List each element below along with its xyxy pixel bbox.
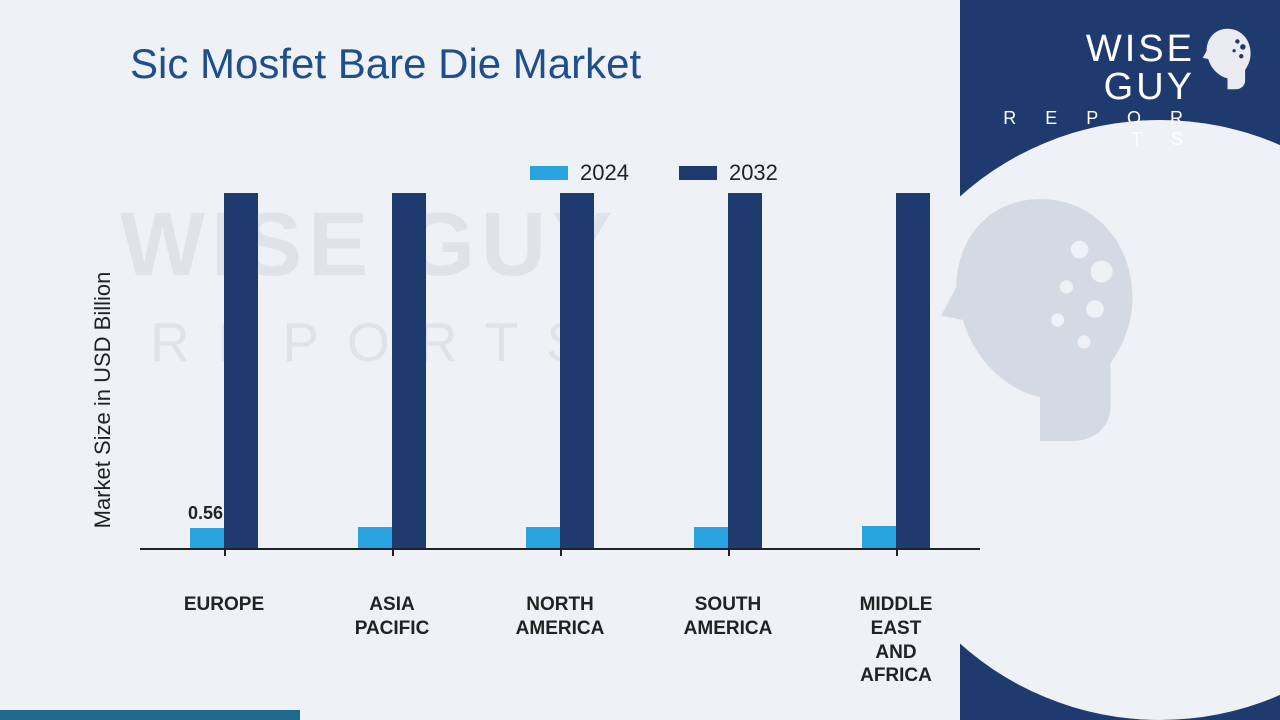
- bottom-accent-bar: [0, 710, 300, 720]
- bar-group: [140, 193, 308, 548]
- legend-item-2024: 2024: [530, 160, 629, 186]
- x-category-label: ASIAPACIFIC: [308, 593, 476, 641]
- bar-2024: [526, 527, 560, 548]
- bar-2024: [862, 526, 896, 548]
- bar-group: [476, 193, 644, 548]
- bar-2032: [560, 193, 594, 548]
- x-tick: [728, 548, 730, 556]
- bar-group: [644, 193, 812, 548]
- legend-item-2032: 2032: [679, 160, 778, 186]
- bar-2032: [392, 193, 426, 548]
- bar-2032: [728, 193, 762, 548]
- legend-label-2024: 2024: [580, 160, 629, 186]
- bar-value-label: 0.56: [188, 503, 223, 524]
- y-axis-label: Market Size in USD Billion: [90, 220, 116, 580]
- legend-label-2032: 2032: [729, 160, 778, 186]
- bar-2024: [358, 527, 392, 548]
- chart-title: Sic Mosfet Bare Die Market: [130, 40, 641, 88]
- bar-2032: [896, 193, 930, 548]
- logo-head-icon: [1200, 25, 1255, 93]
- bar-group: [812, 193, 980, 548]
- x-tick: [896, 548, 898, 556]
- bar-2032: [224, 193, 258, 548]
- x-category-label: NORTHAMERICA: [476, 593, 644, 641]
- plot-area: EUROPEASIAPACIFICNORTHAMERICASOUTHAMERIC…: [140, 195, 980, 550]
- bar-group: [308, 193, 476, 548]
- legend: 2024 2032: [530, 160, 778, 186]
- brand-name: WISE GUY: [990, 30, 1195, 106]
- x-category-label: EUROPE: [140, 593, 308, 617]
- bar-2024: [694, 527, 728, 548]
- bar-2024: [190, 528, 224, 548]
- x-tick: [560, 548, 562, 556]
- x-tick: [392, 548, 394, 556]
- x-category-label: MIDDLEEASTANDAFRICA: [812, 593, 980, 688]
- bar-chart: Market Size in USD Billion 2024 2032 EUR…: [60, 160, 960, 700]
- legend-swatch-2024: [530, 166, 568, 180]
- x-category-label: SOUTHAMERICA: [644, 593, 812, 641]
- brand-sub: R E P O R T S: [990, 108, 1195, 150]
- x-tick: [224, 548, 226, 556]
- legend-swatch-2032: [679, 166, 717, 180]
- brand-logo: WISE GUY R E P O R T S: [990, 30, 1250, 150]
